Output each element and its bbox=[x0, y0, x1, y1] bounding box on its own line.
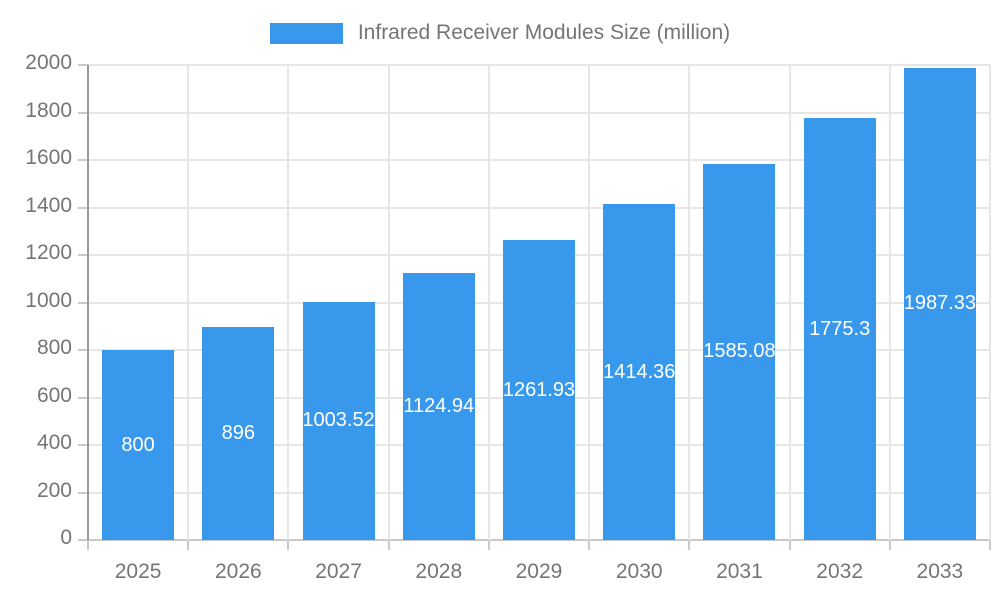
bar: 1261.93 bbox=[503, 240, 575, 540]
bar-value-label: 1585.08 bbox=[703, 340, 776, 363]
gridline-vertical bbox=[387, 65, 390, 540]
x-axis-category-label: 2033 bbox=[916, 560, 964, 583]
gridline-vertical bbox=[888, 65, 891, 540]
gridline-vertical bbox=[287, 65, 290, 540]
bar-value-label: 1775.3 bbox=[809, 317, 871, 340]
x-axis-category-label: 2028 bbox=[415, 560, 463, 583]
x-axis-tick bbox=[588, 540, 591, 550]
bar: 1414.36 bbox=[603, 204, 676, 540]
y-axis-tick bbox=[78, 159, 88, 161]
bar-value-label: 1003.52 bbox=[302, 409, 375, 432]
y-axis-tick bbox=[78, 254, 88, 256]
y-axis-tick bbox=[78, 206, 88, 209]
y-axis-tick bbox=[78, 349, 88, 351]
bar: 1775.3 bbox=[803, 118, 876, 540]
y-axis-tick-label: 1000 bbox=[25, 288, 72, 312]
bar-value-label: 1261.93 bbox=[503, 378, 575, 401]
bar-value-label: 1124.94 bbox=[403, 394, 475, 417]
x-axis-tick bbox=[989, 540, 991, 550]
y-axis-tick bbox=[78, 444, 88, 446]
y-axis-tick-label: 1400 bbox=[25, 193, 72, 217]
y-axis-tick bbox=[78, 301, 88, 304]
chart-legend: Infrared Receiver Modules Size (million) bbox=[0, 21, 1000, 45]
x-axis-category-label: 2029 bbox=[515, 560, 563, 583]
gridline-vertical bbox=[588, 65, 591, 540]
bar: 1585.08 bbox=[703, 163, 776, 540]
x-axis-category-label: 2026 bbox=[214, 560, 262, 583]
bar: 1987.33 bbox=[903, 68, 976, 540]
x-axis-baseline bbox=[88, 539, 990, 541]
bar-value-label: 1414.36 bbox=[603, 360, 676, 383]
x-axis-tick bbox=[888, 540, 891, 550]
y-axis-tick bbox=[78, 111, 88, 114]
bar-value-label: 800 bbox=[121, 433, 155, 456]
x-axis-tick bbox=[187, 540, 190, 550]
gridline-vertical bbox=[487, 65, 490, 540]
y-axis-tick-label: 200 bbox=[36, 478, 72, 502]
x-axis-tick bbox=[788, 540, 791, 550]
gridline-horizontal bbox=[88, 64, 990, 66]
y-axis-tick bbox=[78, 64, 88, 66]
x-axis-tick bbox=[287, 540, 290, 550]
y-axis-tick-label: 1200 bbox=[25, 241, 72, 264]
gridline-horizontal bbox=[88, 111, 990, 114]
x-axis-category-label: 2030 bbox=[615, 560, 663, 583]
y-axis-line bbox=[87, 65, 89, 540]
bar-value-label: 896 bbox=[221, 422, 256, 445]
bar: 1124.94 bbox=[402, 272, 475, 540]
x-axis-tick bbox=[387, 540, 390, 550]
x-axis-category-label: 2025 bbox=[114, 560, 162, 583]
gridline-vertical bbox=[788, 65, 791, 540]
x-axis-category-label: 2031 bbox=[716, 560, 763, 583]
gridline-horizontal bbox=[88, 159, 990, 161]
y-axis-tick-label: 1600 bbox=[25, 146, 72, 169]
gridline-vertical bbox=[989, 65, 991, 540]
y-axis-tick-label: 0 bbox=[60, 526, 72, 549]
x-axis-tick bbox=[487, 540, 490, 550]
x-axis-category-label: 2032 bbox=[816, 560, 864, 583]
y-axis-tick-label: 400 bbox=[36, 431, 72, 454]
y-axis-tick-label: 2000 bbox=[25, 51, 72, 74]
gridline-vertical bbox=[187, 65, 190, 540]
y-axis-tick-label: 1800 bbox=[25, 98, 72, 122]
x-axis-category-label: 2027 bbox=[315, 560, 362, 583]
bar-value-label: 1987.33 bbox=[903, 292, 976, 315]
y-axis-tick-label: 600 bbox=[36, 383, 72, 407]
legend-swatch-icon bbox=[269, 22, 343, 44]
bar: 1003.52 bbox=[302, 301, 375, 540]
y-axis-tick bbox=[78, 491, 88, 494]
y-axis-tick bbox=[78, 396, 88, 399]
bar: 896 bbox=[202, 327, 275, 540]
bar: 800 bbox=[102, 350, 175, 540]
y-axis-tick-label: 800 bbox=[36, 336, 72, 359]
legend-label: Infrared Receiver Modules Size (million) bbox=[357, 21, 731, 44]
gridline-horizontal bbox=[88, 206, 990, 209]
y-axis-tick bbox=[78, 539, 88, 541]
x-axis-tick bbox=[688, 540, 691, 550]
gridline-vertical bbox=[688, 65, 691, 540]
x-axis-tick bbox=[87, 540, 89, 550]
